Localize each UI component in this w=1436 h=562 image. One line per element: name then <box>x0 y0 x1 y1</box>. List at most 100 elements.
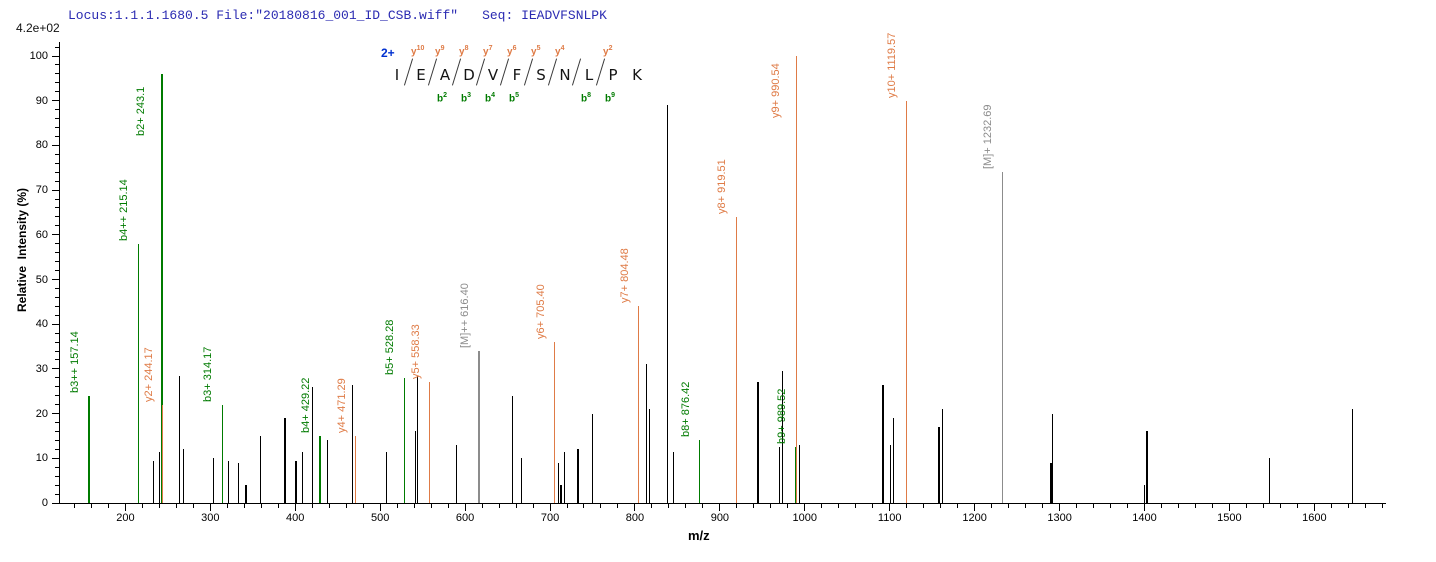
peak-label: y5+ 558.33 <box>409 324 422 380</box>
x-minor-tick <box>73 504 75 508</box>
x-minor-tick <box>1160 504 1162 508</box>
x-minor-tick <box>770 504 772 508</box>
peak-label: b2+ 243.1 <box>134 86 147 136</box>
y-minor-tick <box>55 225 59 227</box>
peak <box>1146 431 1148 503</box>
y-minor-tick <box>55 127 59 129</box>
x-minor-tick <box>396 504 398 508</box>
peak-label: [M]++ 616.40 <box>459 283 472 349</box>
y-minor-tick <box>55 73 59 75</box>
y-tick-label: 80 <box>35 139 48 152</box>
peak <box>520 458 522 503</box>
residue: L <box>584 66 594 84</box>
x-tick-label: 900 <box>710 512 730 524</box>
x-tick-label: 300 <box>201 512 220 524</box>
y-ion-tag: y9 <box>435 45 445 58</box>
x-minor-tick <box>226 504 228 508</box>
y-minor-tick <box>55 243 59 245</box>
x-minor-tick <box>600 504 602 508</box>
peak <box>403 377 405 503</box>
y-minor-tick <box>55 359 59 361</box>
y-minor-tick <box>55 198 59 200</box>
x-minor-tick <box>702 504 704 508</box>
residue: I <box>394 66 400 84</box>
peak <box>557 462 560 503</box>
residue: N <box>559 66 571 84</box>
y-minor-tick <box>55 484 59 486</box>
x-minor-tick <box>1177 504 1179 508</box>
y-minor-tick <box>55 439 59 441</box>
x-minor-tick <box>583 504 585 508</box>
peak <box>782 371 784 503</box>
peak <box>162 404 164 503</box>
peak <box>456 444 458 503</box>
y-ion-tag: y7 <box>483 45 493 58</box>
peak <box>646 364 648 503</box>
x-tick-label: 1600 <box>1302 512 1327 524</box>
x-major-tick <box>124 504 126 511</box>
x-minor-tick <box>1296 504 1298 508</box>
peak <box>137 243 139 503</box>
x-tick-label: 1300 <box>1047 512 1072 524</box>
x-tick-label: 200 <box>116 512 135 524</box>
x-minor-tick <box>90 504 92 508</box>
residue: P <box>608 66 618 84</box>
x-minor-tick <box>787 504 789 508</box>
x-minor-tick <box>957 504 959 508</box>
y-tick-label: 60 <box>35 228 48 241</box>
x-minor-tick <box>855 504 857 508</box>
residue: S <box>536 66 546 84</box>
x-minor-tick <box>498 504 500 508</box>
peak <box>326 440 329 503</box>
x-major-tick <box>1228 504 1230 511</box>
peak <box>158 451 160 503</box>
x-tick-label: 1000 <box>792 512 818 524</box>
y-ion-tag: y8 <box>459 45 469 58</box>
x-minor-tick <box>1330 504 1332 508</box>
y-minor-tick <box>55 341 59 343</box>
y-tick-label: 70 <box>35 184 48 197</box>
x-minor-tick <box>515 504 517 508</box>
peak-label: b3+ 314.17 <box>202 346 215 402</box>
x-minor-tick <box>906 504 908 508</box>
peak <box>648 409 650 503</box>
peak <box>355 435 357 503</box>
y-minor-tick <box>55 350 59 352</box>
peak <box>757 382 759 503</box>
y-major-tick <box>52 55 59 57</box>
y-tick-label: 10 <box>35 452 48 465</box>
y-minor-tick <box>55 91 59 93</box>
y-minor-tick <box>55 386 59 388</box>
x-major-tick <box>294 504 296 511</box>
x-minor-tick <box>1076 504 1078 508</box>
peak-label: b8+ 876.42 <box>679 382 692 438</box>
peak <box>1268 458 1270 503</box>
y-ion-tag: y10 <box>411 45 425 58</box>
peak <box>221 404 223 503</box>
y-major-tick <box>52 413 59 415</box>
x-minor-tick <box>821 504 823 508</box>
y-minor-tick <box>55 135 59 137</box>
peak <box>905 100 907 503</box>
x-major-tick <box>1059 504 1061 511</box>
y-major-tick <box>52 100 59 102</box>
x-minor-tick <box>260 504 262 508</box>
y-minor-tick <box>55 46 59 48</box>
x-major-tick <box>974 504 976 511</box>
peak <box>302 451 304 503</box>
x-minor-tick <box>277 504 279 508</box>
y-major-tick <box>52 144 59 146</box>
peak <box>237 462 239 503</box>
peak-label: b3++ 157.14 <box>68 330 81 393</box>
x-minor-tick <box>736 504 738 508</box>
peak <box>778 447 780 503</box>
x-minor-tick <box>175 504 177 508</box>
x-minor-tick <box>430 504 432 508</box>
max-intensity-label: 4.2e+02 <box>16 21 60 35</box>
x-minor-tick <box>872 504 874 508</box>
x-minor-tick <box>1245 504 1247 508</box>
x-major-tick <box>1144 504 1145 511</box>
y-axis <box>59 42 60 504</box>
y-major-tick <box>52 279 59 280</box>
